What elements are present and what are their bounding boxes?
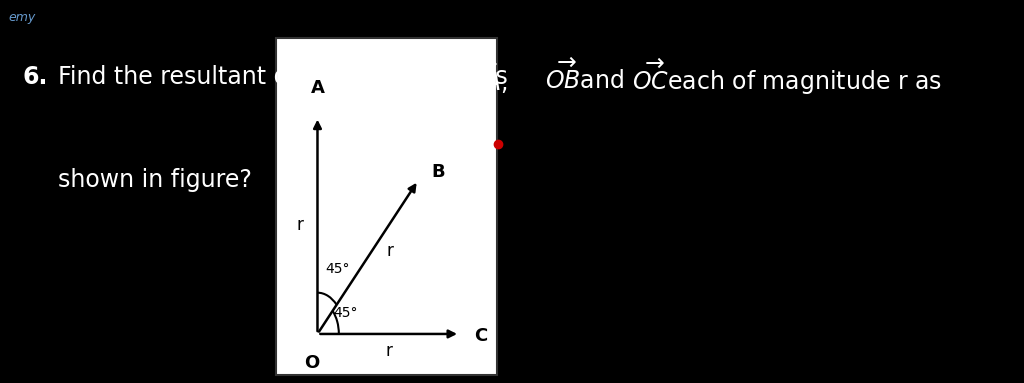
Text: r: r: [387, 242, 393, 260]
Text: C: C: [474, 327, 487, 345]
Text: 6.: 6.: [23, 65, 48, 88]
Text: B: B: [431, 163, 444, 181]
Text: $\overrightarrow{OC}$each of magnitude r as: $\overrightarrow{OC}$each of magnitude r…: [617, 56, 942, 97]
Text: shown in figure?: shown in figure?: [58, 168, 252, 192]
Text: emy: emy: [8, 11, 36, 25]
Text: 45°: 45°: [333, 306, 357, 320]
Text: r: r: [385, 342, 392, 360]
Text: $\overrightarrow{OA}$,: $\overrightarrow{OA}$,: [466, 57, 508, 96]
Text: Find the resultant of the three vectors: Find the resultant of the three vectors: [58, 65, 516, 88]
Text: A: A: [310, 79, 325, 97]
Text: 45°: 45°: [326, 262, 350, 276]
Text: r: r: [297, 216, 304, 234]
FancyBboxPatch shape: [276, 38, 497, 375]
Text: O: O: [304, 354, 319, 372]
Text: $\overrightarrow{OB}$and: $\overrightarrow{OB}$and: [530, 59, 625, 94]
